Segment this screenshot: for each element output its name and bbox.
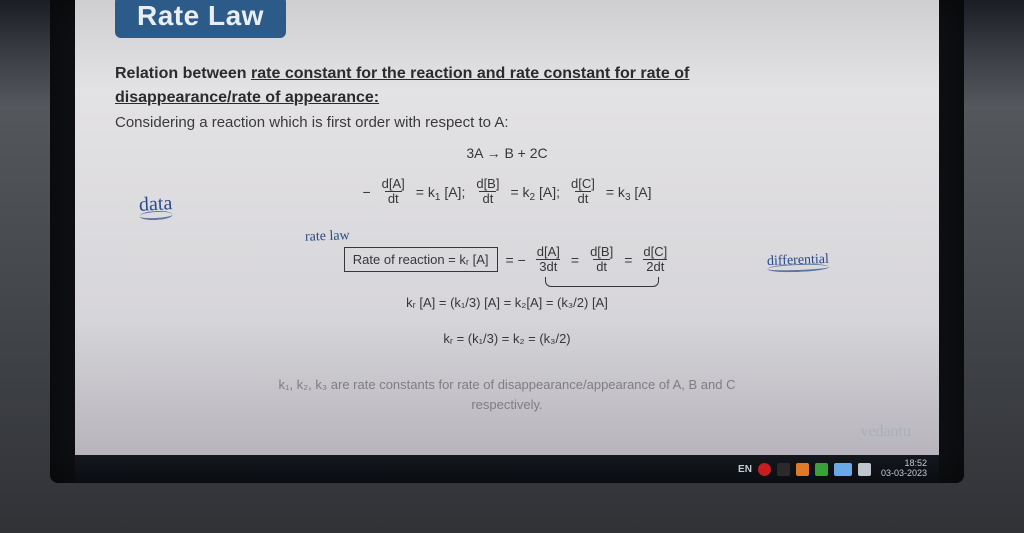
- frac-dB-dt-2: d[B] dt: [587, 245, 616, 275]
- footnote: k₁, k₂, k₃ are rate constants for rate o…: [115, 375, 899, 414]
- heading: Relation between rate constant for the r…: [115, 62, 899, 110]
- underbrace: [545, 277, 659, 287]
- tray-vol-icon[interactable]: [858, 463, 871, 476]
- subheading: Considering a reaction which is first or…: [115, 114, 899, 131]
- eq-1: =: [571, 252, 579, 268]
- footnote-l1: k₁, k₂, k₃ are rate constants for rate o…: [279, 377, 736, 392]
- heading-plain: Relation between: [115, 65, 251, 82]
- monitor-frame: Rate Law Relation between rate constant …: [50, 0, 964, 483]
- annotation-ratelaw: rate law: [305, 228, 350, 246]
- tray-wifi-icon[interactable]: [834, 463, 852, 476]
- rate-definitions: − d[A] dt = k1 [A]; d[B] dt = k2 [A]; d[…: [115, 177, 899, 207]
- minus-sign: −: [362, 184, 370, 200]
- reaction-equation: 3A → B + 2C: [115, 145, 899, 161]
- reaction-text: 3A → B + 2C: [466, 145, 547, 161]
- taskbar-clock[interactable]: 18:52 03-03-2023: [877, 459, 933, 479]
- taskbar-lang[interactable]: EN: [738, 464, 752, 475]
- footnote-l2: respectively.: [471, 397, 542, 412]
- heading-ul1: rate constant for the reaction and rate …: [251, 65, 689, 82]
- heading-ul2: disappearance/rate of appearance:: [115, 89, 379, 106]
- tray-green-icon[interactable]: [815, 463, 828, 476]
- k-relation-with-A: kᵣ [A] = (k₁/3) [A] = k₂[A] = (k₃/2) [A]: [115, 295, 899, 310]
- eq-2: =: [624, 252, 632, 268]
- slide-badge: Rate Law: [115, 0, 286, 38]
- slide-page: Rate Law Relation between rate constant …: [75, 0, 939, 455]
- k-relation-text-1: kᵣ [A] = (k₁/3) [A] = k₂[A] = (k₃/2) [A]: [406, 295, 608, 310]
- frac-dA-dt: d[A] dt: [379, 177, 408, 207]
- k-relation: kᵣ = (k₁/3) = k₂ = (k₃/2): [115, 331, 899, 346]
- eq-minus: = −: [506, 252, 526, 268]
- watermark: vedantu: [860, 423, 911, 441]
- equation-area: data rate law differential 3A → B + 2C −…: [115, 145, 899, 395]
- tray-black-icon[interactable]: [777, 463, 790, 476]
- eq-k3: = k3 [A]: [606, 184, 652, 200]
- frac-dA-3dt: d[A] 3dt: [534, 245, 563, 275]
- tray-orange-icon[interactable]: [796, 463, 809, 476]
- eq-k1: = k1 [A];: [416, 184, 466, 200]
- frac-dC-dt: d[C] dt: [568, 177, 598, 207]
- tray-apple-icon[interactable]: [758, 463, 771, 476]
- k-relation-text-2: kᵣ = (k₁/3) = k₂ = (k₃/2): [443, 331, 570, 346]
- frac-dB-dt: d[B] dt: [473, 177, 502, 207]
- rate-of-reaction-box: Rate of reaction = kᵣ [A]: [344, 247, 498, 272]
- rate-of-reaction-line: Rate of reaction = kᵣ [A] = − d[A] 3dt =…: [115, 245, 899, 275]
- frac-dC-2dt: d[C] 2dt: [640, 245, 670, 275]
- taskbar[interactable]: EN 18:52 03-03-2023: [75, 455, 939, 483]
- clock-date: 03-03-2023: [881, 469, 927, 479]
- eq-k2: = k2 [A];: [510, 184, 560, 200]
